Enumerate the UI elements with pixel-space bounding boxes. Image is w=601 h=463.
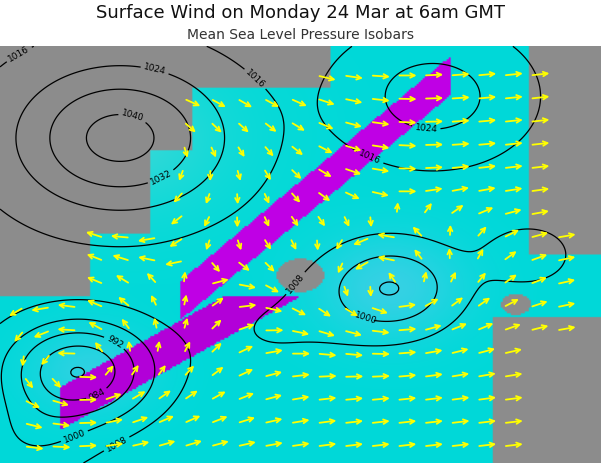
Text: 1000: 1000 [62,428,87,444]
Text: 1024: 1024 [414,123,438,134]
Text: 1008: 1008 [105,434,129,453]
Text: 1016: 1016 [244,68,267,90]
Text: 984: 984 [87,387,106,402]
Text: 1008: 1008 [285,271,307,295]
Text: Mean Sea Level Pressure Isobars: Mean Sea Level Pressure Isobars [187,28,414,42]
Text: 1000: 1000 [353,311,378,326]
Text: 1016: 1016 [358,149,382,167]
Text: 1040: 1040 [120,109,145,124]
Text: 992: 992 [105,334,124,350]
Text: 1016: 1016 [7,44,31,63]
Text: 1032: 1032 [149,169,174,187]
Text: 1024: 1024 [142,63,167,77]
Text: Surface Wind on Monday 24 Mar at 6am GMT: Surface Wind on Monday 24 Mar at 6am GMT [96,4,505,22]
